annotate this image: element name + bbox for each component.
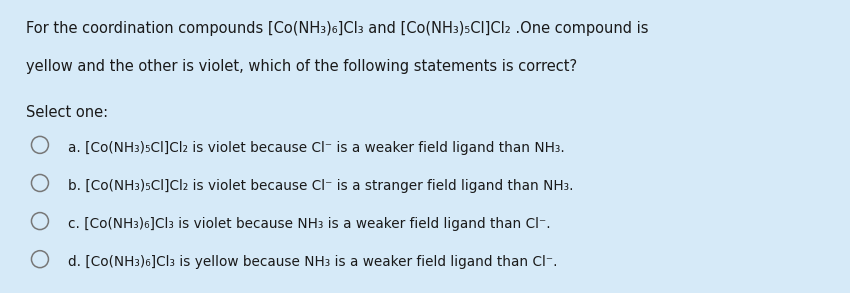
Text: Select one:: Select one: <box>26 105 108 120</box>
Text: b. [Co(NH₃)₅Cl]Cl₂ is violet because Cl⁻ is a stranger field ligand than NH₃.: b. [Co(NH₃)₅Cl]Cl₂ is violet because Cl⁻… <box>68 179 574 193</box>
Text: yellow and the other is violet, which of the following statements is correct?: yellow and the other is violet, which of… <box>26 59 576 74</box>
Text: c. [Co(NH₃)₆]Cl₃ is violet because NH₃ is a weaker field ligand than Cl⁻.: c. [Co(NH₃)₆]Cl₃ is violet because NH₃ i… <box>68 217 551 231</box>
Text: a. [Co(NH₃)₅Cl]Cl₂ is violet because Cl⁻ is a weaker field ligand than NH₃.: a. [Co(NH₃)₅Cl]Cl₂ is violet because Cl⁻… <box>68 141 564 155</box>
Ellipse shape <box>31 251 48 268</box>
Text: d. [Co(NH₃)₆]Cl₃ is yellow because NH₃ is a weaker field ligand than Cl⁻.: d. [Co(NH₃)₆]Cl₃ is yellow because NH₃ i… <box>68 255 558 269</box>
Text: For the coordination compounds [Co(NH₃)₆]Cl₃ and [Co(NH₃)₅Cl]Cl₂ .One compound i: For the coordination compounds [Co(NH₃)₆… <box>26 21 648 35</box>
Ellipse shape <box>31 212 48 230</box>
Ellipse shape <box>31 174 48 192</box>
Ellipse shape <box>31 136 48 154</box>
